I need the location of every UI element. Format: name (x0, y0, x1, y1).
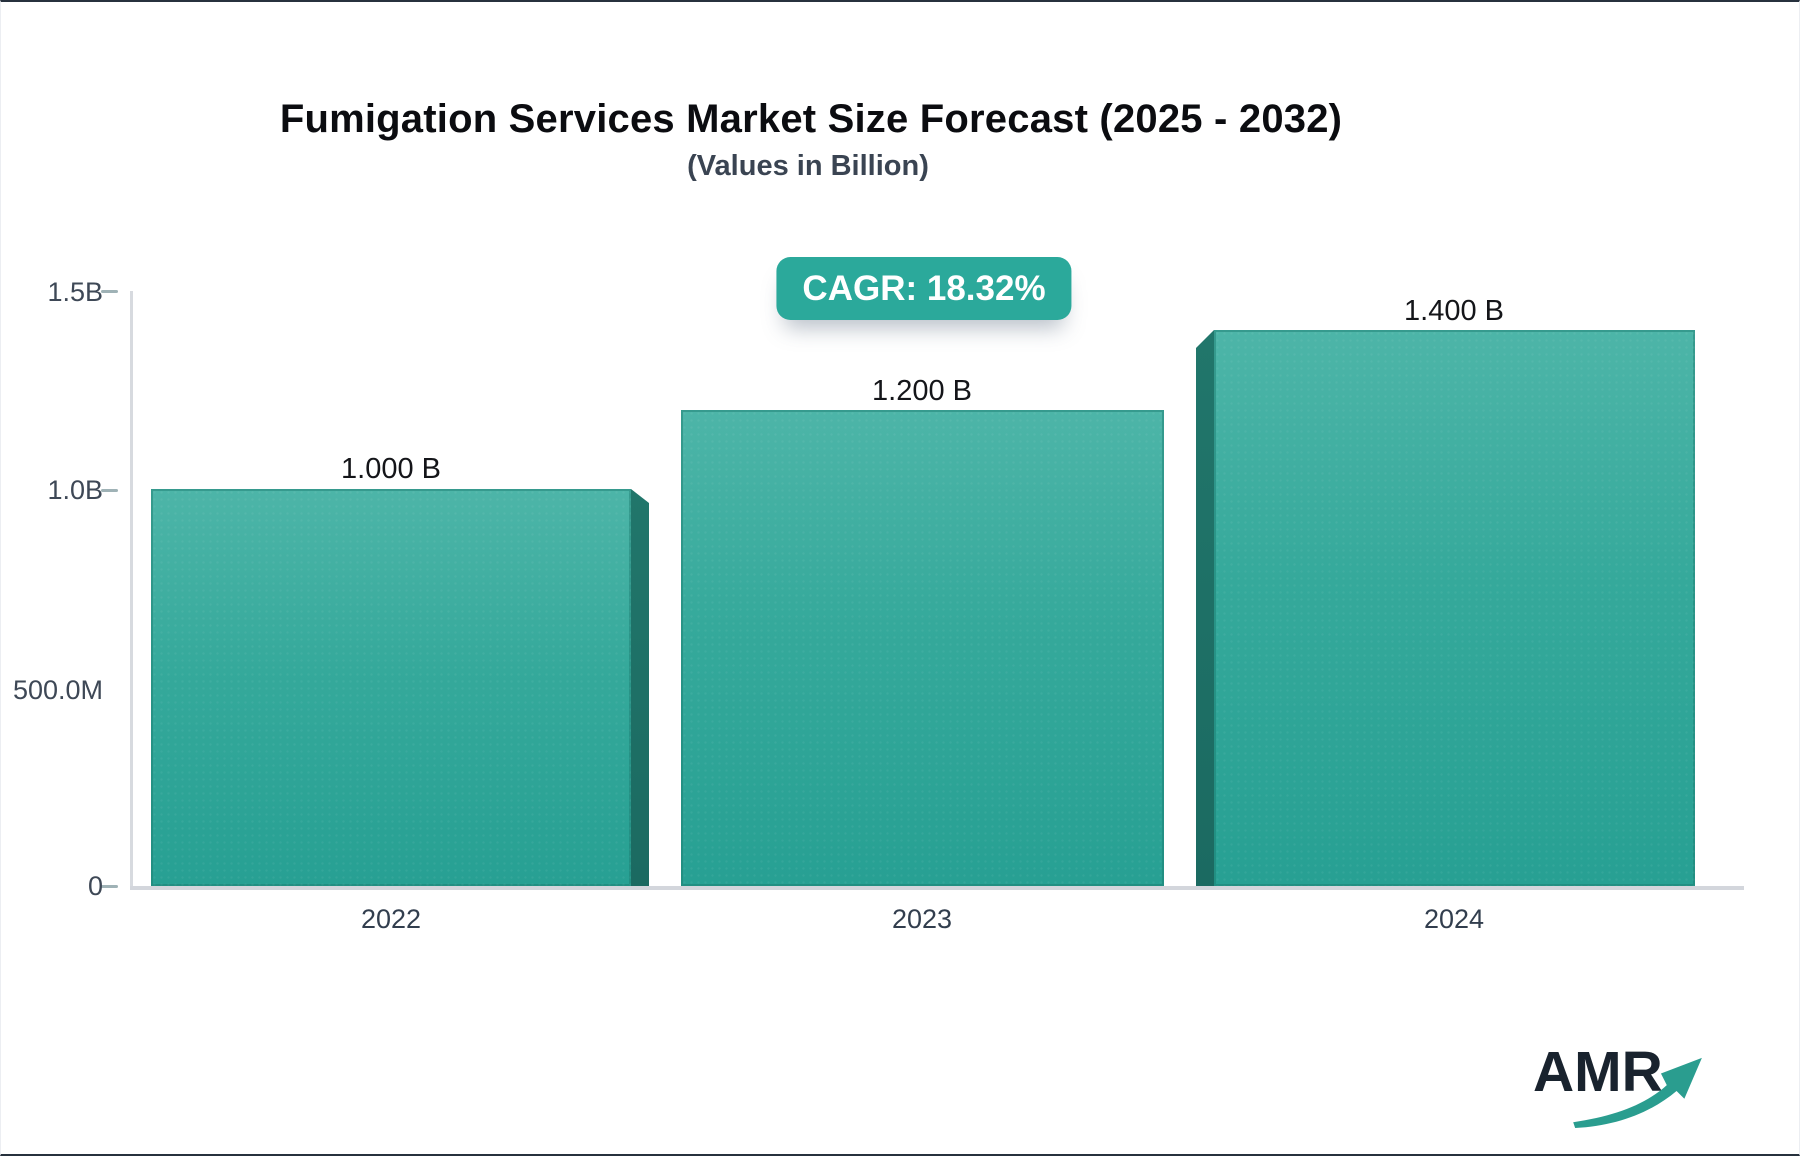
bar-2023 (681, 410, 1164, 886)
x-axis-label-2023: 2023 (891, 904, 953, 934)
y-axis-tick-0 (101, 885, 118, 888)
y-axis-label-0: 0 (87, 871, 103, 901)
cagr-badge: CAGR: 18.32% (776, 257, 1072, 320)
y-axis-label-500m: 500.0M (12, 675, 103, 705)
chart-subtitle: (Values in Billion) (687, 150, 929, 182)
y-axis-tick-1-0b (101, 489, 118, 492)
amr-logo: AMR (1533, 1036, 1708, 1129)
x-axis-line (130, 886, 1744, 890)
amr-logo-text: AMR (1533, 1040, 1663, 1104)
x-axis-label-2022: 2022 (360, 904, 422, 934)
bar-2022-side-face (631, 489, 649, 886)
bar-2022 (151, 489, 631, 886)
bar-value-label-2024: 1.400 B (1404, 295, 1504, 327)
page-title: Fumigation Services Market Size Forecast… (279, 97, 1343, 141)
bar-value-label-2022: 1.000 B (341, 453, 441, 485)
y-axis-label-1-5b: 1.5B (47, 277, 103, 307)
y-axis-tick-1-5b (101, 290, 118, 293)
y-axis-line (130, 291, 133, 886)
x-axis-label-2024: 2024 (1423, 904, 1485, 934)
growth-arrow-icon (1573, 1057, 1702, 1129)
bar-2024-side-face (1196, 330, 1214, 886)
bar-value-label-2023: 1.200 B (872, 375, 972, 407)
y-axis-label-1-0b: 1.0B (47, 475, 103, 505)
bar-2024 (1214, 330, 1695, 886)
